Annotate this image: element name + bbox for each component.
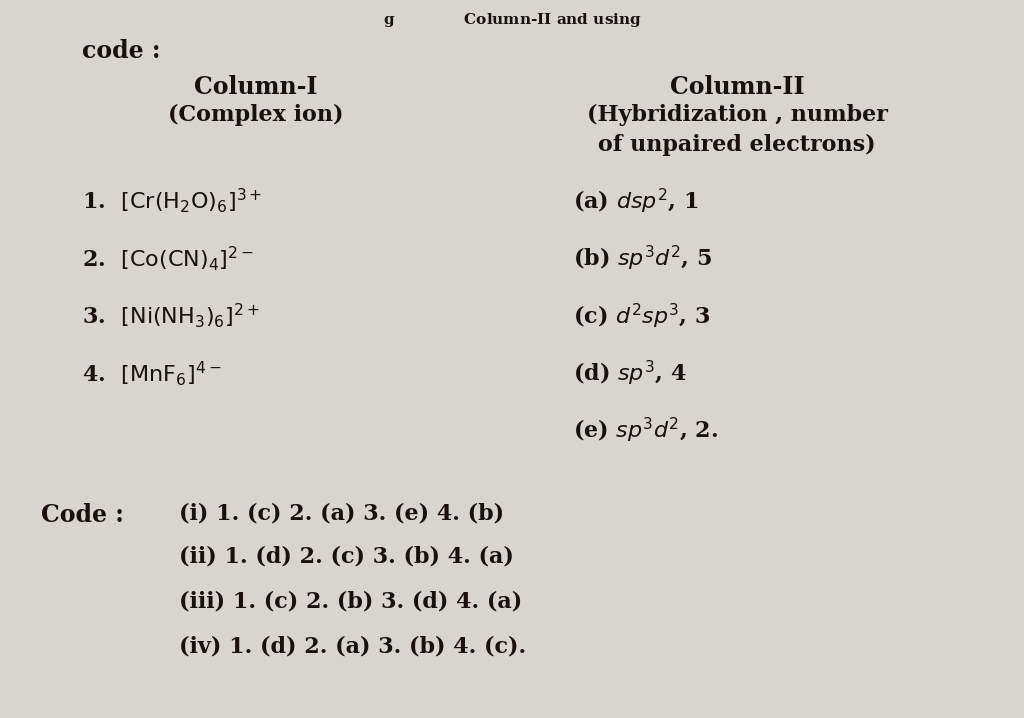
Text: (iii) 1. (c) 2. (b) 3. (d) 4. (a): (iii) 1. (c) 2. (b) 3. (d) 4. (a) (179, 590, 522, 612)
Text: Code :: Code : (41, 503, 124, 526)
Text: 1.  $[\mathrm{Cr(H_2O)_6}]^{3+}$: 1. $[\mathrm{Cr(H_2O)_6}]^{3+}$ (82, 187, 262, 215)
Text: (i) 1. (c) 2. (a) 3. (e) 4. (b): (i) 1. (c) 2. (a) 3. (e) 4. (b) (179, 503, 505, 525)
Text: code :: code : (82, 39, 161, 63)
Text: (iv) 1. (d) 2. (a) 3. (b) 4. (c).: (iv) 1. (d) 2. (a) 3. (b) 4. (c). (179, 635, 526, 658)
Text: (a) $dsp^2$, 1: (a) $dsp^2$, 1 (573, 187, 698, 215)
Text: (b) $sp^3d^2$, 5: (b) $sp^3d^2$, 5 (573, 244, 713, 273)
Text: 4.  $[\mathrm{MnF_6}]^{4-}$: 4. $[\mathrm{MnF_6}]^{4-}$ (82, 359, 221, 388)
Text: Column-II: Column-II (670, 75, 805, 99)
Text: (c) $d^2sp^3$, 3: (c) $d^2sp^3$, 3 (573, 302, 711, 330)
Text: (e) $sp^3d^2$, 2.: (e) $sp^3d^2$, 2. (573, 416, 719, 445)
Text: 3.  $[\mathrm{Ni(NH_3)_6}]^{2+}$: 3. $[\mathrm{Ni(NH_3)_6}]^{2+}$ (82, 302, 259, 330)
Text: g $\quad\quad\quad\quad$ Column-II and using: g $\quad\quad\quad\quad$ Column-II and u… (383, 11, 641, 29)
Text: 2.  $[\mathrm{Co(CN)_4}]^{2-}$: 2. $[\mathrm{Co(CN)_4}]^{2-}$ (82, 244, 254, 273)
Text: of unpaired electrons): of unpaired electrons) (598, 134, 877, 157)
Text: (ii) 1. (d) 2. (c) 3. (b) 4. (a): (ii) 1. (d) 2. (c) 3. (b) 4. (a) (179, 546, 514, 568)
Text: (Hybridization , number: (Hybridization , number (587, 104, 888, 126)
Text: (Complex ion): (Complex ion) (168, 104, 344, 126)
Text: Column-I: Column-I (195, 75, 317, 99)
Text: (d) $sp^3$, 4: (d) $sp^3$, 4 (573, 359, 687, 388)
